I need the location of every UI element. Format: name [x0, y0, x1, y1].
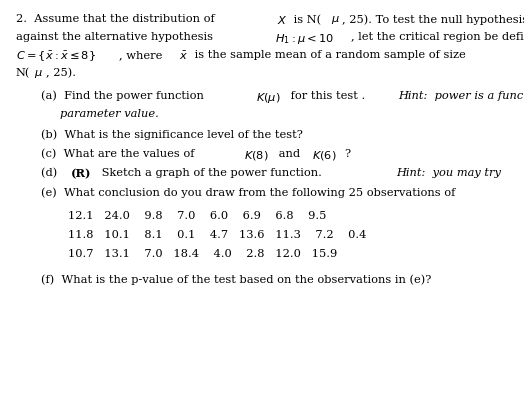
Text: 10.7   13.1    7.0   18.4    4.0    2.8   12.0   15.9: 10.7 13.1 7.0 18.4 4.0 2.8 12.0 15.9	[68, 249, 337, 259]
Text: , let the critical region be defined by: , let the critical region be defined by	[351, 32, 524, 42]
Text: for this test .: for this test .	[288, 91, 373, 101]
Text: , 25). To test the null hypothesis: , 25). To test the null hypothesis	[342, 14, 524, 25]
Text: (f)  What is the p-value of the test based on the observations in (e)?: (f) What is the p-value of the test base…	[41, 273, 431, 284]
Text: Hint:  you may try: Hint: you may try	[396, 168, 505, 178]
Text: 12.1   24.0    9.8    7.0    6.0    6.9    6.8    9.5: 12.1 24.0 9.8 7.0 6.0 6.9 6.8 9.5	[68, 210, 326, 220]
Text: $K(6)$: $K(6)$	[312, 148, 337, 161]
Text: and: and	[275, 148, 304, 158]
Text: parameter value.: parameter value.	[60, 108, 159, 118]
Text: is the sample mean of a random sample of size: is the sample mean of a random sample of…	[191, 50, 470, 60]
Text: 2.  Assume that the distribution of: 2. Assume that the distribution of	[16, 14, 218, 24]
Text: (e)  What conclusion do you draw from the following 25 observations of: (e) What conclusion do you draw from the…	[41, 187, 459, 197]
Text: against the alternative hypothesis: against the alternative hypothesis	[16, 32, 216, 42]
Text: $\mu$: $\mu$	[34, 67, 43, 79]
Text: Sketch a graph of the power function.: Sketch a graph of the power function.	[97, 168, 329, 178]
Text: 11.8   10.1    8.1    0.1    4.7   13.6   11.3    7.2    0.4: 11.8 10.1 8.1 0.1 4.7 13.6 11.3 7.2 0.4	[68, 229, 366, 239]
Text: (a)  Find the power function: (a) Find the power function	[41, 91, 208, 101]
Text: $\bar{x}$: $\bar{x}$	[179, 50, 189, 62]
Text: $\mu$: $\mu$	[331, 14, 340, 26]
Text: (c)  What are the values of: (c) What are the values of	[41, 148, 198, 159]
Text: $X$: $X$	[277, 14, 287, 26]
Text: (b)  What is the significance level of the test?: (b) What is the significance level of th…	[41, 129, 303, 140]
Text: $C = \{\bar{x} : \bar{x} \leq 8\}$: $C = \{\bar{x} : \bar{x} \leq 8\}$	[16, 50, 95, 64]
Text: , where: , where	[119, 50, 166, 60]
Text: ?: ?	[344, 148, 350, 158]
Text: (R): (R)	[71, 168, 92, 178]
Text: $H_1 : \mu < 10$: $H_1 : \mu < 10$	[275, 32, 334, 46]
Text: (d): (d)	[41, 168, 64, 178]
Text: N(: N(	[16, 67, 30, 78]
Text: is N(: is N(	[290, 14, 322, 25]
Text: $K(8)$: $K(8)$	[244, 148, 268, 161]
Text: $K(\mu)$: $K(\mu)$	[256, 91, 280, 105]
Text: Hint:  power is a function of the true: Hint: power is a function of the true	[398, 91, 524, 101]
Text: , 25).: , 25).	[46, 67, 76, 78]
